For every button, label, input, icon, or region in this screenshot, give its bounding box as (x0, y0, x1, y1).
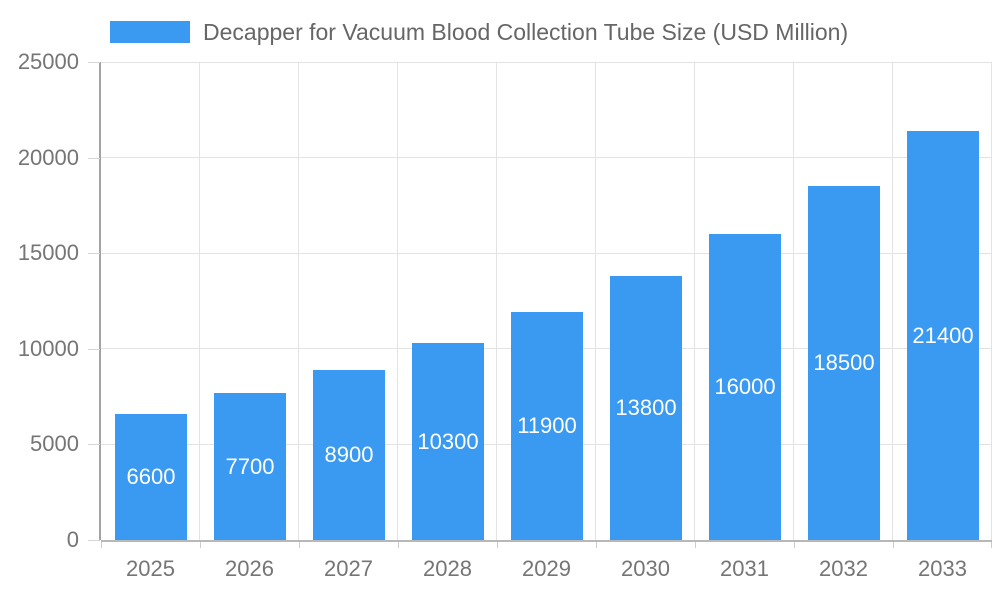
x-tick-label: 2032 (819, 556, 868, 581)
bar-value-label: 13800 (615, 395, 677, 420)
x-gridline (892, 62, 893, 540)
x-gridline (595, 62, 596, 540)
y-tick-label: 0 (66, 527, 79, 552)
bar-2025: 6600 (115, 414, 187, 540)
bar-value-label: 8900 (324, 442, 374, 467)
x-tick-label: 2033 (918, 556, 967, 581)
bar-value-label: 16000 (714, 374, 776, 399)
x-tick-mark (596, 542, 597, 548)
bar-value-label: 21400 (912, 322, 974, 348)
y-tick-mark (88, 253, 100, 255)
bar-2033: 21400 (907, 131, 979, 540)
y-tick-mark (88, 348, 100, 350)
x-tick-label: 2025 (126, 556, 175, 581)
legend: Decapper for Vacuum Blood Collection Tub… (110, 17, 848, 47)
x-tick-mark (497, 542, 498, 548)
x-tick-mark (299, 542, 300, 548)
y-tick-label: 10000 (17, 335, 79, 361)
y-tick-mark (88, 540, 100, 541)
x-gridline (298, 62, 299, 540)
x-gridline (793, 62, 794, 540)
bar-2032: 18500 (808, 186, 880, 540)
bar-value-label: 7700 (225, 453, 275, 479)
x-tick-label: 2028 (423, 556, 472, 581)
legend-label: Decapper for Vacuum Blood Collection Tub… (203, 18, 849, 45)
y-tick-label: 5000 (30, 431, 79, 457)
x-tick-mark (794, 542, 795, 548)
x-tick-label: 2027 (324, 556, 373, 581)
x-tick-mark (991, 542, 992, 548)
x-gridline (397, 62, 398, 540)
y-tick-mark (88, 62, 100, 63)
bar-2031: 16000 (709, 234, 781, 540)
bar-value-label: 18500 (813, 350, 875, 375)
bar-2030: 13800 (610, 276, 682, 540)
x-tick-mark (101, 542, 102, 548)
y-gridline (101, 61, 992, 63)
bar-2027: 8900 (313, 370, 385, 540)
bar-2028: 10300 (412, 343, 484, 540)
bar-2026: 7700 (214, 393, 286, 540)
x-tick-label: 2029 (522, 556, 571, 581)
x-tick-label: 2030 (621, 556, 670, 581)
x-tick-label: 2026 (225, 556, 274, 581)
x-gridline (199, 62, 200, 540)
bar-value-label: 6600 (126, 464, 176, 489)
y-gridline (101, 252, 992, 254)
x-gridline (496, 62, 497, 540)
x-tick-mark (398, 542, 399, 548)
plot-area: 6600 7700 8900 10300 11900 13800 16000 18500 214… (101, 61, 992, 540)
x-gridline (694, 62, 695, 540)
x-tick-mark (893, 542, 894, 548)
x-gridline (991, 62, 992, 540)
legend-swatch (110, 21, 190, 43)
x-axis-line (101, 540, 992, 542)
y-tick-label: 15000 (17, 240, 79, 266)
bar-value-label: 10300 (417, 428, 479, 454)
bar-value-label: 11900 (517, 413, 577, 438)
y-axis-line (99, 62, 101, 540)
x-tick-mark (200, 542, 201, 548)
y-tick-mark (88, 157, 100, 159)
y-tick-label: 25000 (17, 49, 79, 74)
y-tick-label: 20000 (17, 144, 79, 170)
y-gridline (101, 157, 992, 159)
bar-2029: 11900 (511, 312, 583, 540)
y-tick-mark (88, 444, 100, 446)
x-tick-label: 2031 (720, 556, 769, 581)
x-tick-mark (695, 542, 696, 548)
